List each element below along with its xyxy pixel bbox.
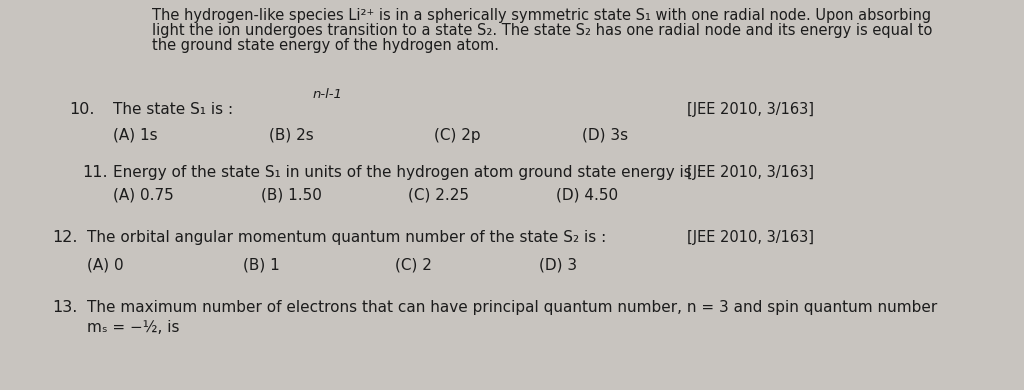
Text: 13.: 13. (52, 300, 78, 315)
Text: (A) 1s: (A) 1s (113, 128, 158, 143)
Text: 11.: 11. (83, 165, 109, 180)
Text: (B) 2s: (B) 2s (269, 128, 314, 143)
Text: (D) 4.50: (D) 4.50 (556, 188, 618, 203)
Text: 10.: 10. (70, 102, 95, 117)
Text: [JEE 2010, 3/163]: [JEE 2010, 3/163] (686, 230, 813, 245)
Text: (A) 0.75: (A) 0.75 (113, 188, 174, 203)
Text: (A) 0: (A) 0 (87, 258, 124, 273)
Text: The state S₁ is :: The state S₁ is : (113, 102, 233, 117)
Text: 12.: 12. (52, 230, 78, 245)
Text: [JEE 2010, 3/163]: [JEE 2010, 3/163] (686, 102, 813, 117)
Text: (D) 3: (D) 3 (539, 258, 577, 273)
Text: n-l-1: n-l-1 (313, 88, 343, 101)
Text: Energy of the state S₁ in units of the hydrogen atom ground state energy is :: Energy of the state S₁ in units of the h… (113, 165, 701, 180)
Text: mₛ = −½, is: mₛ = −½, is (87, 320, 179, 335)
Text: (C) 2.25: (C) 2.25 (409, 188, 469, 203)
Text: (C) 2p: (C) 2p (434, 128, 481, 143)
Text: (B) 1.50: (B) 1.50 (261, 188, 322, 203)
Text: light the ion undergoes transition to a state S₂. The state S₂ has one radial no: light the ion undergoes transition to a … (153, 23, 933, 38)
Text: The hydrogen-like species Li²⁺ is in a spherically symmetric state S₁ with one r: The hydrogen-like species Li²⁺ is in a s… (153, 8, 931, 23)
Text: The maximum number of electrons that can have principal quantum number, n = 3 an: The maximum number of electrons that can… (87, 300, 937, 315)
Text: the ground state energy of the hydrogen atom.: the ground state energy of the hydrogen … (153, 38, 499, 53)
Text: The orbital angular momentum quantum number of the state S₂ is :: The orbital angular momentum quantum num… (87, 230, 606, 245)
Text: (C) 2: (C) 2 (395, 258, 432, 273)
Text: [JEE 2010, 3/163]: [JEE 2010, 3/163] (686, 165, 813, 180)
Text: (B) 1: (B) 1 (244, 258, 281, 273)
Text: (D) 3s: (D) 3s (583, 128, 629, 143)
